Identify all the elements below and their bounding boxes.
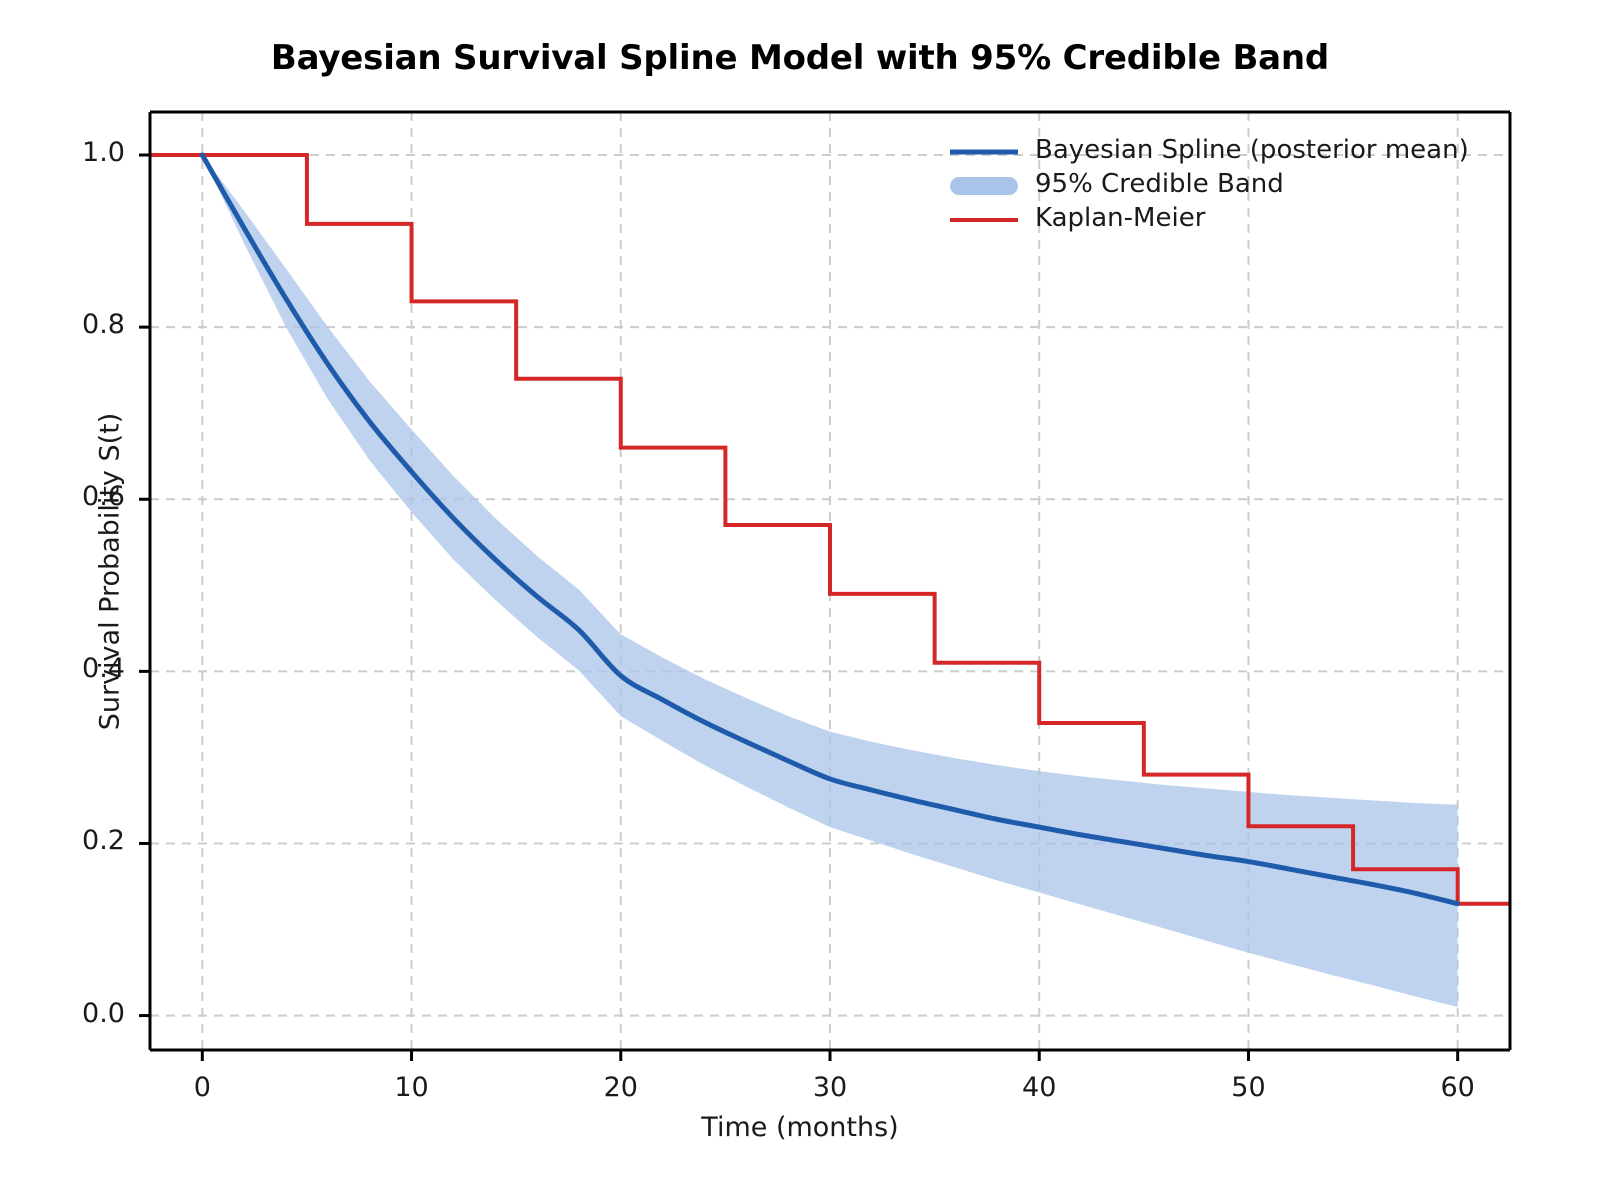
bayesian-spline-line (199, 152, 1461, 907)
legend-item-label: Bayesian Spline (posterior mean) (1035, 135, 1469, 165)
legend-swatch-band (950, 177, 1018, 195)
x-axis-label: Time (months) (701, 1112, 899, 1143)
legend-item-label: Kaplan-Meier (1035, 203, 1206, 233)
x-tick-label: 30 (812, 1072, 848, 1103)
page-title: Bayesian Survival Spline Model with 95% … (270, 38, 1330, 78)
x-tick-label: 40 (1022, 1072, 1057, 1103)
legend-item-label: 95% Credible Band (1035, 169, 1284, 199)
kaplan-meier-line (150, 153, 1510, 906)
y-tick-label: 0.8 (82, 309, 125, 341)
x-tick-label: 10 (394, 1072, 429, 1103)
y-tick-label: 0.4 (82, 653, 125, 685)
y-tick-label: 1.0 (82, 137, 125, 169)
x-tick-label: 20 (603, 1072, 638, 1103)
y-tick-label: 0.6 (82, 481, 125, 513)
credible-band-area (202, 155, 1458, 1007)
axis-ticks (139, 153, 1460, 1061)
grid-lines (150, 112, 1510, 1050)
y-axis-label-wrapper: Survival Probability S(t) (95, 122, 126, 1022)
x-tick-label: 60 (1440, 1072, 1475, 1103)
y-tick-label: 0.2 (82, 825, 125, 857)
x-tick-label: 50 (1231, 1072, 1266, 1103)
x-tick-label: 0 (193, 1072, 211, 1103)
y-tick-label: 0.0 (82, 997, 125, 1029)
